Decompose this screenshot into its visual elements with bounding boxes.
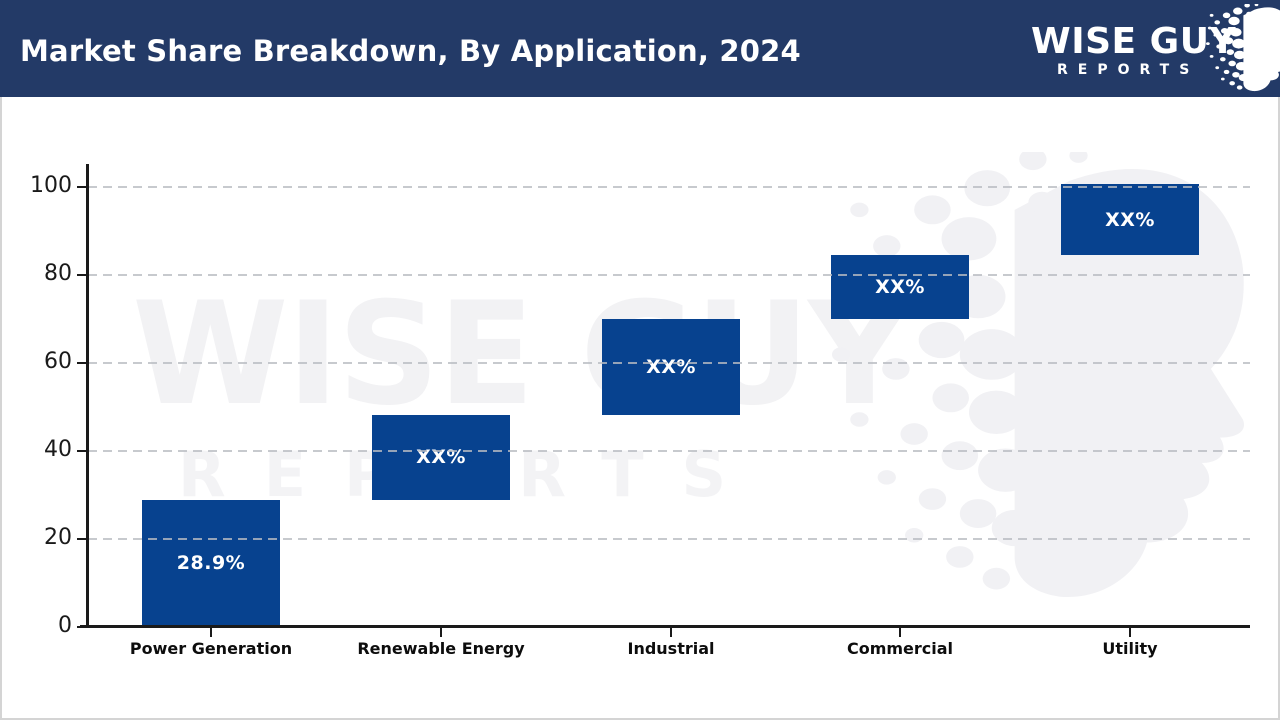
y-axis-tick [77, 186, 87, 188]
category-label: Power Generation [129, 639, 293, 658]
y-tick-label: 60 [44, 349, 72, 374]
y-tick-label: 0 [58, 613, 72, 638]
bar-industrial: XX% [602, 319, 740, 415]
chart-title: Market Share Breakdown, By Application, … [20, 34, 801, 68]
logo-subtitle: REPORTS [1057, 62, 1200, 78]
gridline [88, 186, 1250, 188]
gridline [88, 538, 1250, 540]
x-axis-tick [899, 628, 901, 637]
y-axis-tick [77, 450, 87, 452]
header-bar: Market Share Breakdown, By Application, … [0, 0, 1280, 97]
x-axis-tick [670, 628, 672, 637]
category-label: Industrial [627, 639, 715, 658]
bar-value-label: XX% [646, 355, 696, 378]
gridline [88, 362, 1250, 364]
x-axis-line [80, 625, 1250, 628]
x-axis-tick [210, 628, 212, 637]
y-tick-label: 80 [44, 261, 72, 286]
category-label: Renewable Energy [357, 639, 525, 658]
y-axis-tick [77, 362, 87, 364]
category-label: Utility [1102, 639, 1158, 658]
wiseguy-face-logo-icon [1206, 4, 1280, 96]
y-axis-line [86, 164, 89, 627]
bar-value-label: XX% [875, 276, 925, 299]
y-tick-label: 20 [44, 525, 72, 550]
bar-power-generation: 28.9% [142, 499, 280, 627]
bar-commercial: XX% [831, 255, 969, 319]
bar-value-label: 28.9% [176, 552, 246, 575]
gridline [88, 450, 1250, 452]
bar-value-label: XX% [1105, 208, 1155, 231]
logo-wordmark: WISE GUY [1031, 21, 1237, 62]
y-axis-tick [77, 626, 87, 628]
x-axis-tick [440, 628, 442, 637]
bar-utility: XX% [1061, 184, 1199, 256]
gridline [88, 274, 1250, 276]
x-axis-tick [1129, 628, 1131, 637]
y-axis-tick [77, 538, 87, 540]
y-tick-label: 100 [30, 173, 72, 198]
category-label: Commercial [846, 639, 954, 658]
y-tick-label: 40 [44, 437, 72, 462]
y-axis-tick [77, 274, 87, 276]
bar-renewable-energy: XX% [372, 414, 510, 500]
watermark-wordmark: WISE GUY [132, 272, 911, 437]
